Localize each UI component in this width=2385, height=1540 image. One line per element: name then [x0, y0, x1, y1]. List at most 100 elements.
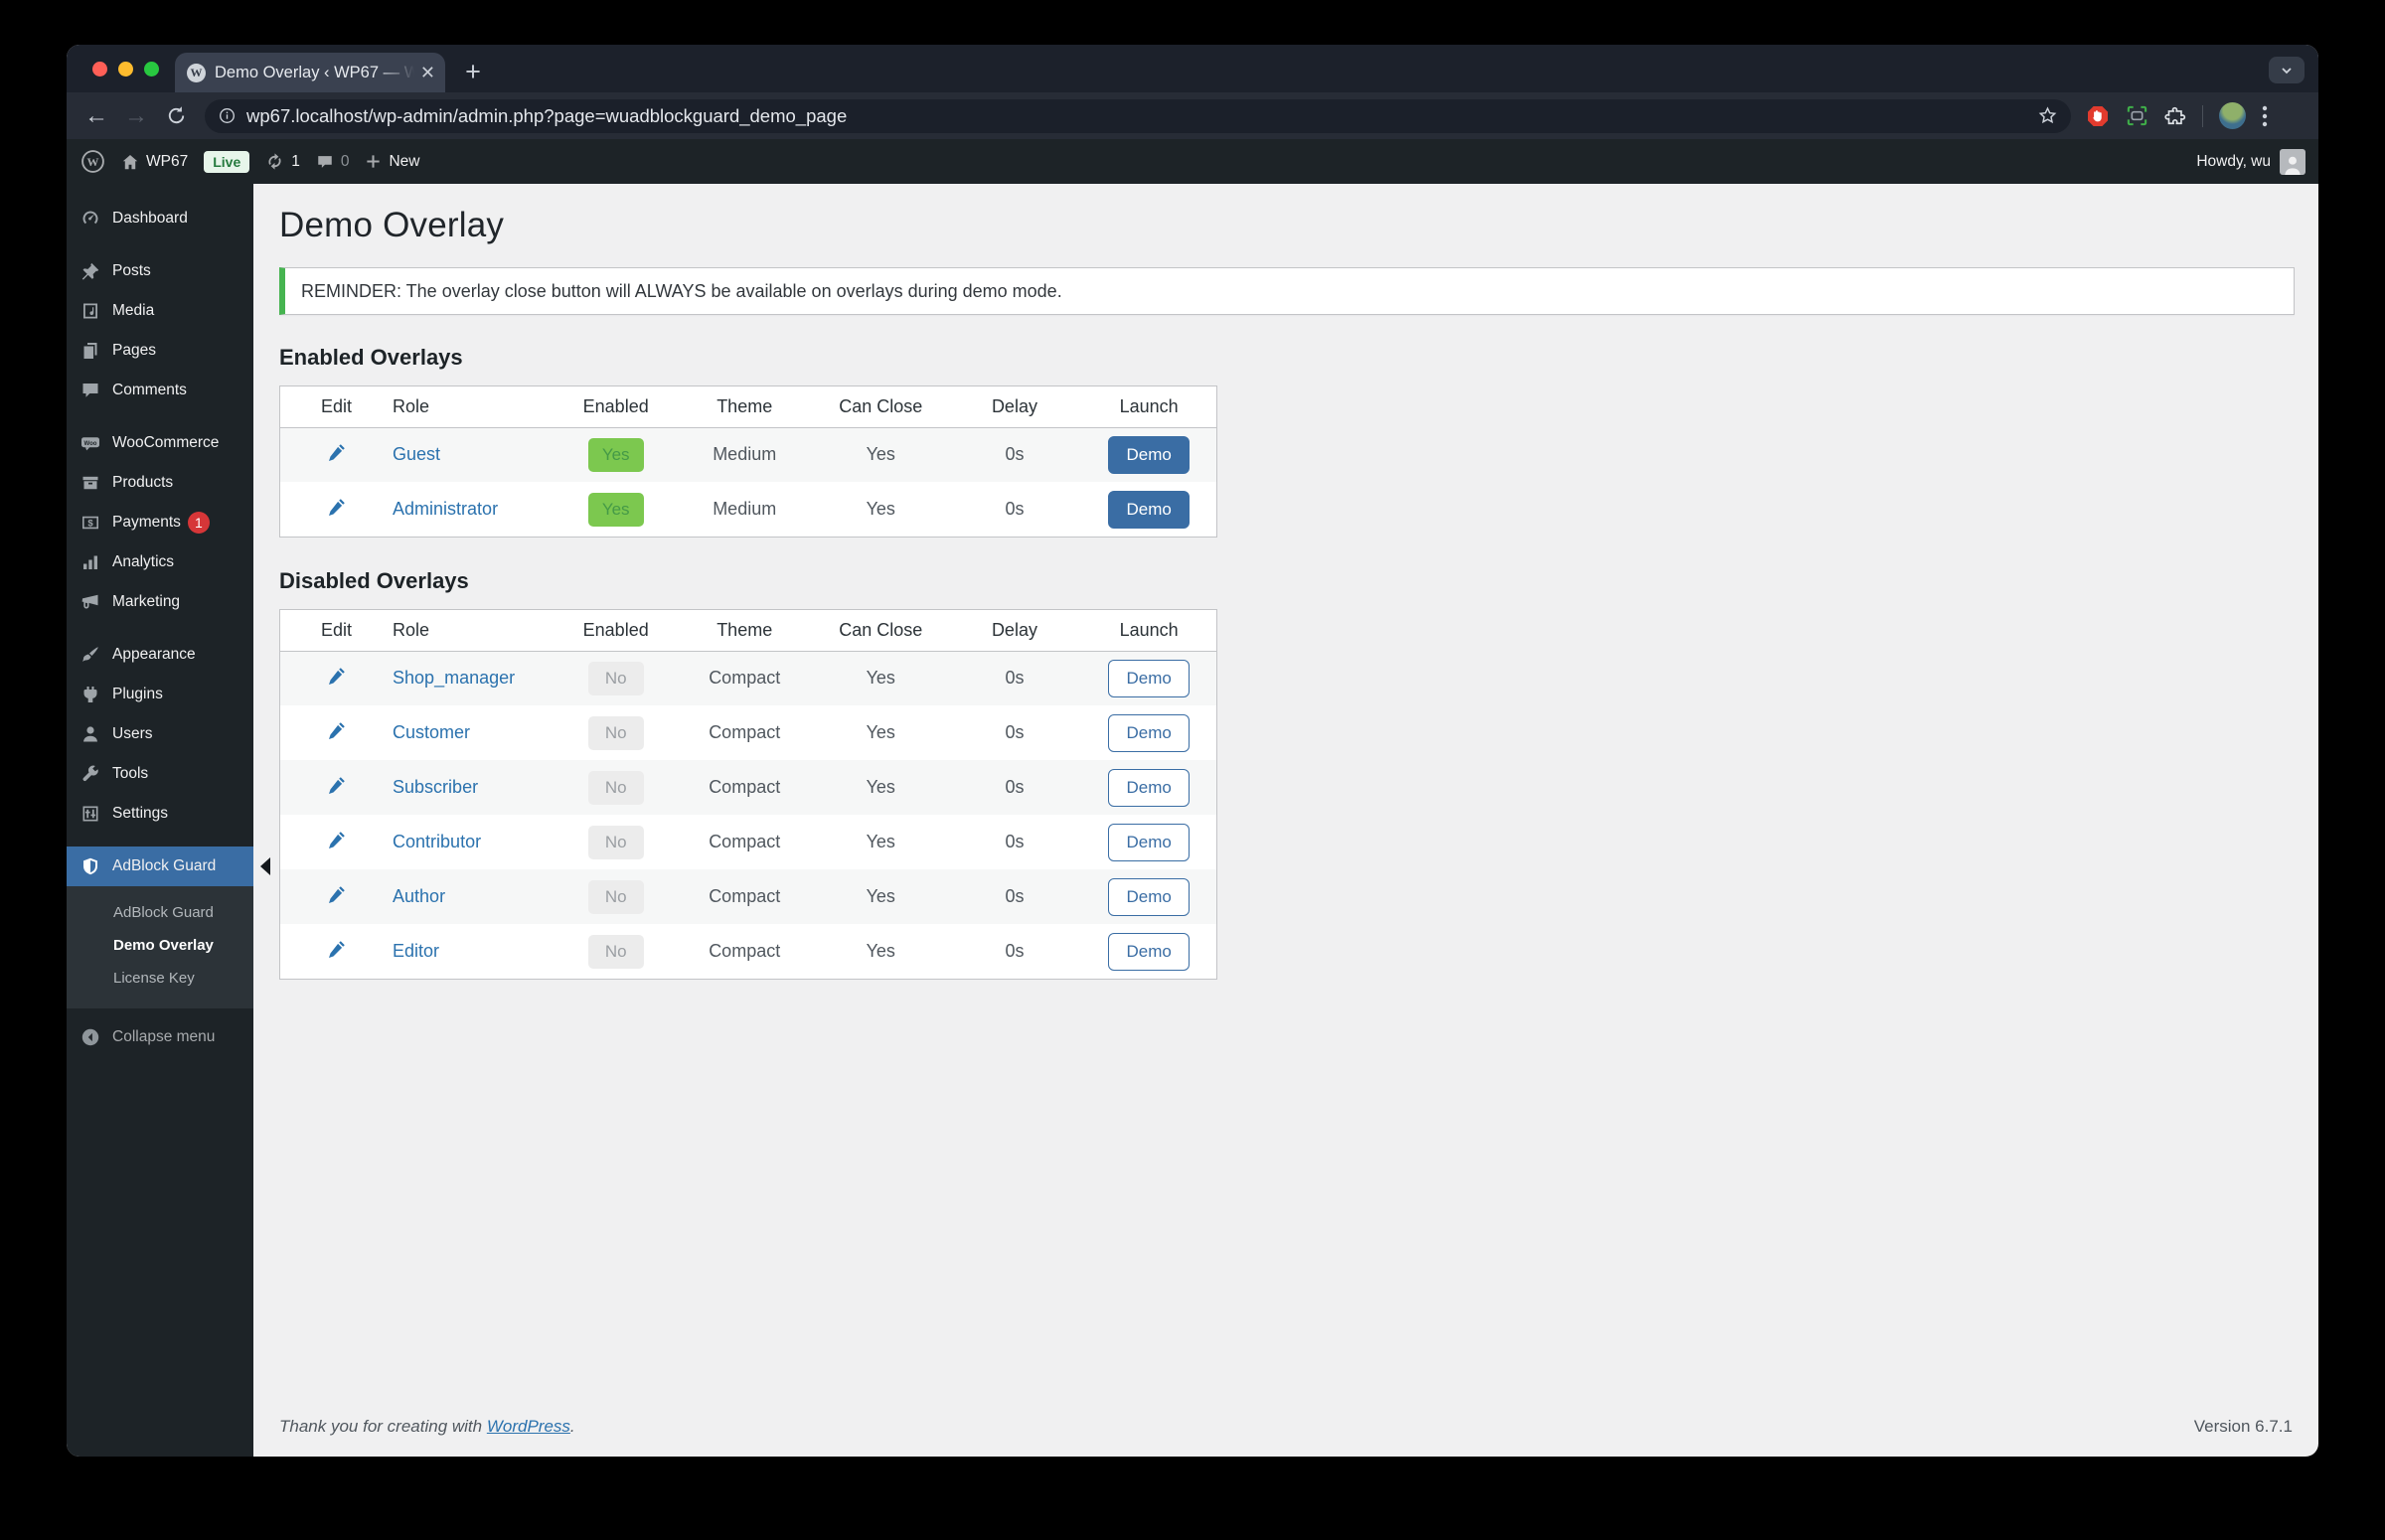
new-tab-button[interactable]: + [465, 57, 481, 86]
back-icon[interactable]: ← [84, 101, 108, 129]
demo-launch-button[interactable]: Demo [1108, 932, 1190, 971]
sidebar-item-dashboard[interactable]: Dashboard [67, 199, 253, 238]
sidebar-item-label: AdBlock Guard [112, 857, 217, 874]
sidebar-item-adblock-guard[interactable]: AdBlock Guard [67, 847, 253, 886]
user-avatar[interactable] [2280, 148, 2306, 175]
dashboard-icon [80, 209, 100, 229]
demo-launch-button[interactable]: Demo [1108, 713, 1190, 752]
demo-launch-button[interactable]: Demo [1108, 659, 1190, 697]
role-link[interactable]: Author [393, 886, 446, 906]
site-name: WP67 [146, 152, 189, 170]
site-info-icon[interactable] [219, 107, 236, 124]
window-controls [92, 62, 159, 77]
sidebar-item-pages[interactable]: Pages [67, 331, 253, 371]
sidebar-item-payments[interactable]: $ Payments 1 [67, 503, 253, 542]
role-link[interactable]: Administrator [393, 499, 499, 519]
edit-pencil-icon[interactable] [327, 830, 347, 849]
role-link[interactable]: Shop_manager [393, 668, 516, 689]
edit-pencil-icon[interactable] [327, 497, 347, 517]
maximize-window-button[interactable] [144, 62, 159, 77]
comments-link[interactable]: 0 [316, 153, 349, 171]
demo-launch-button[interactable]: Demo [1108, 823, 1190, 861]
theme-cell: Medium [713, 499, 777, 519]
edit-pencil-icon[interactable] [327, 939, 347, 959]
can-close-cell: Yes [866, 777, 895, 797]
column-header-enabled: Enabled [556, 610, 676, 652]
role-link[interactable]: Contributor [393, 832, 482, 851]
toolbar-extensions [2086, 102, 2268, 129]
sidebar-item-settings[interactable]: Settings [67, 794, 253, 834]
sidebar-item-plugins[interactable]: Plugins [67, 675, 253, 714]
new-content-link[interactable]: New [365, 153, 420, 171]
enabled-badge: No [587, 825, 644, 859]
enabled-badge: No [587, 934, 644, 969]
url-text[interactable]: wp67.localhost/wp-admin/admin.php?page=w… [246, 104, 848, 126]
reload-icon[interactable] [164, 104, 188, 127]
edit-pencil-icon[interactable] [327, 720, 347, 740]
table-row: Author No Compact Yes 0s Demo [280, 869, 1216, 924]
adblock-extension-icon[interactable] [2086, 104, 2110, 128]
sidebar-item-analytics[interactable]: Analytics [67, 542, 253, 582]
role-link[interactable]: Editor [393, 941, 440, 961]
demo-launch-button[interactable]: Demo [1108, 768, 1190, 807]
edit-pencil-icon[interactable] [327, 884, 347, 904]
tab-close-icon[interactable]: ✕ [419, 63, 435, 82]
table-row: Administrator Yes Medium Yes 0s Demo [280, 482, 1216, 537]
collapse-menu-button[interactable]: Collapse menu [67, 1018, 253, 1056]
updates-icon [268, 153, 281, 170]
submenu-item-adblock-guard[interactable]: AdBlock Guard [113, 904, 214, 921]
delay-cell: 0s [1005, 941, 1025, 961]
role-link[interactable]: Customer [393, 722, 471, 742]
collapse-icon [80, 1027, 100, 1047]
demo-launch-button[interactable]: Demo [1108, 435, 1190, 474]
wordpress-link[interactable]: WordPress [486, 1417, 570, 1436]
tab-search-button[interactable] [2269, 57, 2305, 83]
sidebar-item-products[interactable]: Products [67, 463, 253, 503]
payments-icon: $ [80, 513, 100, 533]
minimize-window-button[interactable] [118, 62, 133, 77]
sidebar-item-users[interactable]: Users [67, 714, 253, 754]
theme-cell: Compact [709, 777, 781, 797]
site-link[interactable]: WP67 [121, 153, 188, 171]
edit-pencil-icon[interactable] [327, 666, 347, 686]
role-link[interactable]: Guest [393, 444, 441, 465]
can-close-cell: Yes [866, 444, 895, 465]
sidebar-item-appearance[interactable]: Appearance [67, 635, 253, 675]
can-close-cell: Yes [866, 668, 895, 689]
extensions-puzzle-icon[interactable] [2164, 105, 2186, 127]
edit-pencil-icon[interactable] [327, 442, 347, 462]
browser-menu-icon[interactable] [2262, 105, 2268, 127]
close-window-button[interactable] [92, 62, 107, 77]
demo-launch-button[interactable]: Demo [1108, 490, 1190, 529]
page-title: Demo Overlay [279, 206, 505, 244]
demo-launch-button[interactable]: Demo [1108, 877, 1190, 916]
sidebar-item-marketing[interactable]: Marketing [67, 582, 253, 622]
browser-tab[interactable]: W Demo Overlay ‹ WP67 — Wor ✕ [175, 53, 445, 92]
howdy-text[interactable]: Howdy, wu [2196, 152, 2271, 170]
wp-sidebar: Dashboard Posts Media Pages Comments Woo WooCo… [67, 184, 253, 1457]
sidebar-item-comments[interactable]: Comments [67, 371, 253, 410]
column-header-can-close: Can Close [813, 386, 948, 428]
sidebar-item-posts[interactable]: Posts [67, 251, 253, 291]
screenshot-extension-icon[interactable] [2126, 104, 2148, 127]
tab-title: Demo Overlay ‹ WP67 — Wor [215, 63, 414, 82]
sidebar-item-tools[interactable]: Tools [67, 754, 253, 794]
bookmark-star-icon[interactable] [2037, 105, 2058, 126]
enabled-badge: No [587, 661, 644, 695]
sidebar-menu: Dashboard Posts Media Pages Comments Woo WooCo… [67, 199, 253, 886]
sidebar-item-woocommerce[interactable]: Woo WooCommerce [67, 423, 253, 463]
wordpress-logo-icon[interactable]: W [80, 149, 105, 174]
role-link[interactable]: Subscriber [393, 777, 479, 797]
submenu-item-license-key[interactable]: License Key [113, 970, 195, 987]
table-row: Customer No Compact Yes 0s Demo [280, 705, 1216, 760]
sidebar-item-media[interactable]: Media [67, 291, 253, 331]
chevron-down-icon [2282, 67, 2292, 74]
edit-pencil-icon[interactable] [327, 775, 347, 795]
browser-window: W Demo Overlay ‹ WP67 — Wor ✕ + ← → wp67… [67, 45, 2318, 1457]
updates-link[interactable]: 1 [265, 152, 300, 171]
address-bar[interactable]: wp67.localhost/wp-admin/admin.php?page=w… [205, 98, 2071, 133]
browser-profile-avatar[interactable] [2219, 102, 2246, 129]
submenu-item-demo-overlay[interactable]: Demo Overlay [113, 937, 214, 954]
sidebar-item-label: Products [112, 474, 174, 491]
notice-text: REMINDER: The overlay close button will … [301, 280, 1062, 301]
